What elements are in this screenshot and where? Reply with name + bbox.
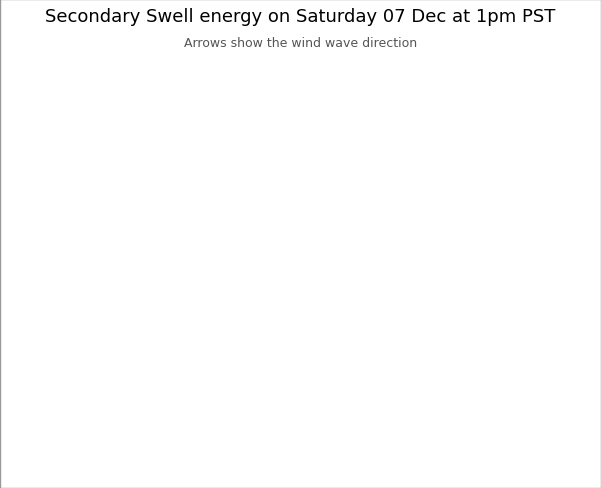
Text: Secondary Swell energy on Saturday 07 Dec at 1pm PST: Secondary Swell energy on Saturday 07 De… [45, 8, 556, 26]
Text: Arrows show the wind wave direction: Arrows show the wind wave direction [184, 37, 417, 50]
